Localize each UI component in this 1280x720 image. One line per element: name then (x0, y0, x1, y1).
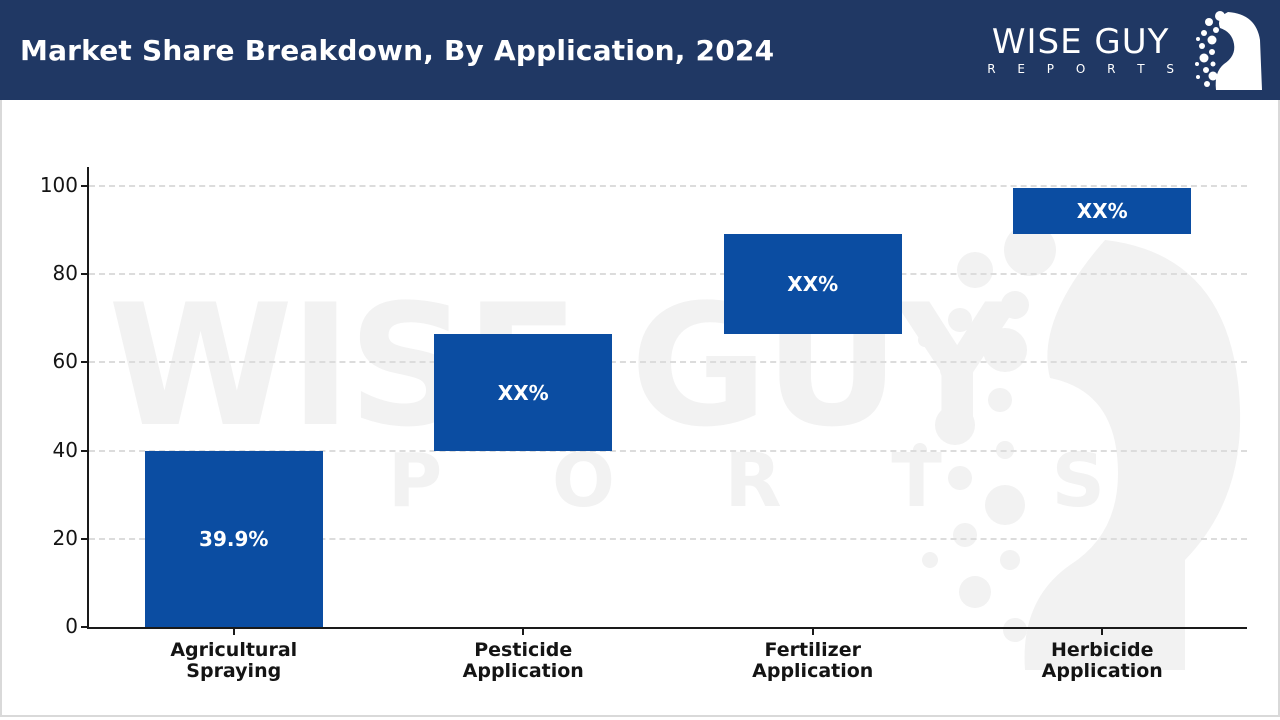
gridline-80 (89, 273, 1247, 276)
y-tick-100 (81, 185, 89, 187)
y-axis-line (87, 167, 89, 629)
y-tick-80 (81, 273, 89, 276)
x-tick-label-3: Herbicide Application (1041, 639, 1163, 682)
x-tick-0 (232, 627, 235, 635)
watermark-text-line2: P O R T S (388, 438, 1147, 524)
y-tick-label-20: 20 (52, 525, 78, 550)
x-tick-2 (811, 627, 814, 635)
x-tick-1 (522, 627, 525, 635)
x-tick-label-2: Fertilizer Application (752, 639, 874, 682)
brand-logo-text: WISE GUY R E P O R T S (987, 25, 1174, 75)
x-axis-line (87, 627, 1247, 629)
y-tick-0 (81, 626, 89, 628)
x-tick-label-1: Pesticide Application (462, 639, 584, 682)
y-tick-label-60: 60 (52, 349, 78, 374)
face-profile-icon (1176, 6, 1262, 94)
gridline-40 (89, 449, 1247, 452)
chart-title: Market Share Breakdown, By Application, … (20, 33, 775, 67)
gridline-100 (89, 185, 1247, 187)
bar-herbicide-application: XX% (1013, 187, 1192, 235)
brand-logo: WISE GUY R E P O R T S (987, 6, 1262, 94)
y-tick-label-40: 40 (52, 437, 78, 462)
y-tick-60 (81, 361, 89, 364)
bar-value-label: XX% (497, 380, 549, 405)
y-tick-40 (81, 449, 89, 452)
gridline-60 (89, 361, 1247, 364)
x-tick-label-0: Agricultural Spraying (170, 639, 298, 682)
watermark-face-icon (855, 210, 1255, 674)
y-tick-label-0: 0 (65, 614, 78, 638)
header-bar: Market Share Breakdown, By Application, … (0, 0, 1280, 100)
y-tick-label-100: 100 (39, 173, 78, 197)
bar-value-label: 39.9% (199, 527, 269, 551)
y-tick-label-80: 80 (52, 261, 78, 286)
bar-agricultural-spraying: 39.9% (144, 451, 323, 627)
gridline-20 (89, 537, 1247, 540)
bar-fertilizer-application: XX% (723, 234, 902, 335)
y-tick-20 (81, 537, 89, 540)
bar-value-label: XX% (1076, 198, 1128, 223)
brand-subname: R E P O R T S (987, 62, 1183, 76)
brand-name: WISE GUY (991, 22, 1170, 62)
bar-pesticide-application: XX% (434, 334, 613, 452)
content-frame (0, 100, 1280, 717)
x-tick-3 (1101, 627, 1104, 635)
bar-value-label: XX% (787, 272, 839, 297)
